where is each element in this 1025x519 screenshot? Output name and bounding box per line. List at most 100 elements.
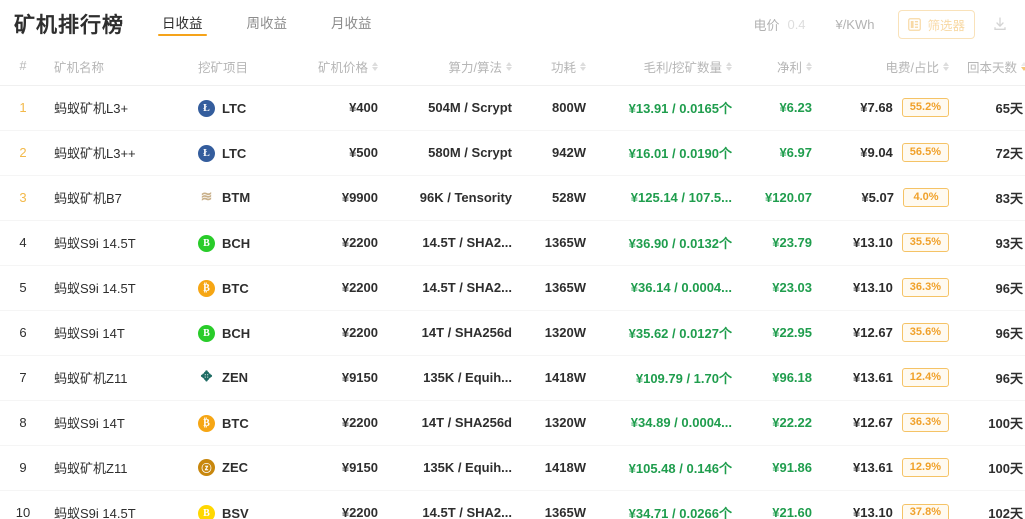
electricity-fee-cell: ¥13.61 12.9% bbox=[828, 445, 963, 491]
column-header-label: 功耗 bbox=[550, 60, 576, 75]
gross-profit: ¥16.01 / 0.0190个 bbox=[598, 130, 748, 176]
tab-1[interactable]: 周收益 bbox=[246, 16, 288, 31]
filter-button[interactable]: 筛选器 bbox=[898, 9, 975, 39]
table-row[interactable]: 8 蚂蚁S9i 14T ₿ BTC ¥2200 14T / SHA256d 1320W ¥34… bbox=[0, 400, 1025, 446]
row-rank: 3 bbox=[0, 175, 46, 221]
payback-days: 100天 bbox=[963, 445, 1025, 491]
column-header-power[interactable]: 功耗 bbox=[522, 48, 598, 86]
electricity-percent-badge: 35.5% bbox=[901, 233, 949, 252]
net-profit: ¥96.18 bbox=[748, 355, 828, 401]
gross-profit: ¥109.79 / 1.70个 bbox=[598, 355, 748, 401]
sort-none-icon[interactable] bbox=[943, 61, 949, 71]
miner-name: 蚂蚁矿机L3+ bbox=[46, 85, 194, 131]
sort-none-icon[interactable] bbox=[372, 61, 378, 71]
table-row[interactable]: 10 蚂蚁S9i 14.5T B BSV ¥2200 14.5T / SHA2... 136… bbox=[0, 490, 1025, 519]
mining-project: B BCH bbox=[194, 220, 304, 266]
power-consumption: 1418W bbox=[522, 445, 598, 491]
electricity-price-input[interactable] bbox=[787, 16, 832, 32]
electricity-fee-value: ¥13.10 bbox=[853, 505, 893, 519]
sort-none-icon[interactable] bbox=[506, 61, 512, 71]
miner-name: 蚂蚁S9i 14T bbox=[46, 310, 194, 356]
coin-name: BTM bbox=[222, 190, 251, 205]
column-header-hash[interactable]: 算力/算法 bbox=[396, 48, 522, 86]
gross-profit: ¥125.14 / 107.5... bbox=[598, 175, 748, 221]
sort-none-icon[interactable] bbox=[806, 61, 812, 71]
electricity-percent-badge: 35.6% bbox=[901, 323, 949, 342]
tab-0[interactable]: 日收益 bbox=[158, 0, 207, 48]
column-header-fee[interactable]: 电费/占比 bbox=[828, 48, 963, 86]
row-rank: 9 bbox=[0, 445, 46, 491]
column-header-idx: # bbox=[0, 48, 46, 86]
table-row[interactable]: 9 蚂蚁矿机Z11 ⓩ ZEC ¥9150 135K / Equih... 1418W ¥10… bbox=[0, 445, 1025, 491]
hashrate-algorithm: 96K / Tensority bbox=[396, 175, 522, 221]
electricity-fee-value: ¥13.61 bbox=[853, 460, 893, 475]
gross-profit: ¥34.89 / 0.0004... bbox=[598, 400, 748, 446]
table-row[interactable]: 6 蚂蚁S9i 14T B BCH ¥2200 14T / SHA256d 1320W ¥35… bbox=[0, 310, 1025, 356]
hashrate-algorithm: 135K / Equih... bbox=[396, 445, 522, 491]
net-profit: ¥22.22 bbox=[748, 400, 828, 446]
column-header-gross[interactable]: 毛利/挖矿数量 bbox=[598, 48, 748, 86]
miner-name: 蚂蚁矿机L3++ bbox=[46, 130, 194, 176]
electricity-percent-badge: 37.8% bbox=[901, 503, 949, 519]
miner-price: ¥2200 bbox=[304, 220, 396, 266]
electricity-percent-badge: 56.5% bbox=[901, 143, 949, 162]
miner-name: 蚂蚁矿机Z11 bbox=[46, 355, 194, 401]
electricity-fee-cell: ¥13.10 36.3% bbox=[828, 265, 963, 311]
row-rank: 7 bbox=[0, 355, 46, 401]
mining-project: B BSV bbox=[194, 490, 304, 519]
gross-profit: ¥36.90 / 0.0132个 bbox=[598, 220, 748, 266]
table-header-row: #矿机名称挖矿项目矿机价格算力/算法功耗毛利/挖矿数量净利电费/占比回本天数关机… bbox=[0, 48, 1025, 86]
electricity-fee-value: ¥13.61 bbox=[853, 370, 893, 385]
electricity-fee-cell: ¥7.68 55.2% bbox=[828, 85, 963, 131]
payback-days: 72天 bbox=[963, 130, 1025, 176]
table-row[interactable]: 4 蚂蚁S9i 14.5T B BCH ¥2200 14.5T / SHA2... 1365… bbox=[0, 220, 1025, 266]
sort-none-icon[interactable] bbox=[580, 61, 586, 71]
miner-price: ¥9150 bbox=[304, 445, 396, 491]
power-consumption: 800W bbox=[522, 85, 598, 131]
hashrate-algorithm: 14T / SHA256d bbox=[396, 400, 522, 446]
sort-desc-icon[interactable] bbox=[1021, 61, 1025, 71]
table-body: 1 蚂蚁矿机L3+ Ł LTC ¥400 504M / Scrypt 800W ¥13.91 … bbox=[0, 85, 1025, 519]
coin-icon-bch: B bbox=[198, 324, 215, 342]
power-consumption: 1365W bbox=[522, 220, 598, 266]
hashrate-algorithm: 580M / Scrypt bbox=[396, 130, 522, 176]
header-controls: 电价 ¥/KWh 筛选器 bbox=[753, 9, 1009, 39]
coin-name: ZEN bbox=[222, 370, 248, 385]
coin-icon-btc: ₿ bbox=[198, 414, 215, 432]
table-row[interactable]: 2 蚂蚁矿机L3++ Ł LTC ¥500 580M / Scrypt 942W ¥16.01… bbox=[0, 130, 1025, 176]
hashrate-algorithm: 14T / SHA256d bbox=[396, 310, 522, 356]
table-row[interactable]: 1 蚂蚁矿机L3+ Ł LTC ¥400 504M / Scrypt 800W ¥13.91 … bbox=[0, 85, 1025, 131]
miner-name: 蚂蚁矿机B7 bbox=[46, 175, 194, 221]
miner-name: 蚂蚁矿机Z11 bbox=[46, 445, 194, 491]
column-header-label: 算力/算法 bbox=[448, 60, 502, 75]
electricity-fee-cell: ¥13.61 12.4% bbox=[828, 355, 963, 401]
coin-icon-ltc: Ł bbox=[198, 144, 215, 162]
electricity-price-unit: ¥/KWh bbox=[835, 16, 875, 32]
mining-project: ⓩ ZEC bbox=[194, 445, 304, 491]
row-rank: 6 bbox=[0, 310, 46, 356]
miner-name: 蚂蚁S9i 14.5T bbox=[46, 265, 194, 311]
table-row[interactable]: 7 蚂蚁矿机Z11 ✥ ZEN ¥9150 135K / Equih... 1418W ¥10… bbox=[0, 355, 1025, 401]
electricity-percent-badge: 12.9% bbox=[901, 458, 949, 477]
table-row[interactable]: 5 蚂蚁S9i 14.5T ₿ BTC ¥2200 14.5T / SHA2... 1365… bbox=[0, 265, 1025, 311]
row-rank: 1 bbox=[0, 85, 46, 131]
filter-button-label: 筛选器 bbox=[927, 18, 965, 33]
column-header-days[interactable]: 回本天数 bbox=[963, 48, 1025, 86]
electricity-fee-value: ¥7.68 bbox=[860, 100, 893, 115]
coin-icon-btm: ≋ bbox=[200, 190, 213, 205]
electricity-fee-value: ¥9.04 bbox=[860, 145, 893, 160]
column-header-net[interactable]: 净利 bbox=[748, 48, 828, 86]
column-header-price[interactable]: 矿机价格 bbox=[304, 48, 396, 86]
payback-days: 102天 bbox=[988, 506, 1023, 519]
table-row[interactable]: 3 蚂蚁矿机B7 ≋ BTM ¥9900 96K / Tensority 528W ¥125.… bbox=[0, 175, 1025, 221]
coin-name: BCH bbox=[222, 235, 251, 251]
column-header-label: 毛利/挖矿数量 bbox=[643, 60, 722, 75]
download-icon[interactable] bbox=[991, 15, 1009, 33]
tab-2[interactable]: 月收益 bbox=[331, 16, 372, 31]
sort-none-icon[interactable] bbox=[726, 61, 732, 71]
miner-price: ¥2200 bbox=[304, 265, 396, 311]
mining-project: Ł LTC bbox=[194, 85, 304, 131]
miner-price: ¥9150 bbox=[304, 355, 396, 401]
payback-days: 83天 bbox=[963, 175, 1025, 221]
